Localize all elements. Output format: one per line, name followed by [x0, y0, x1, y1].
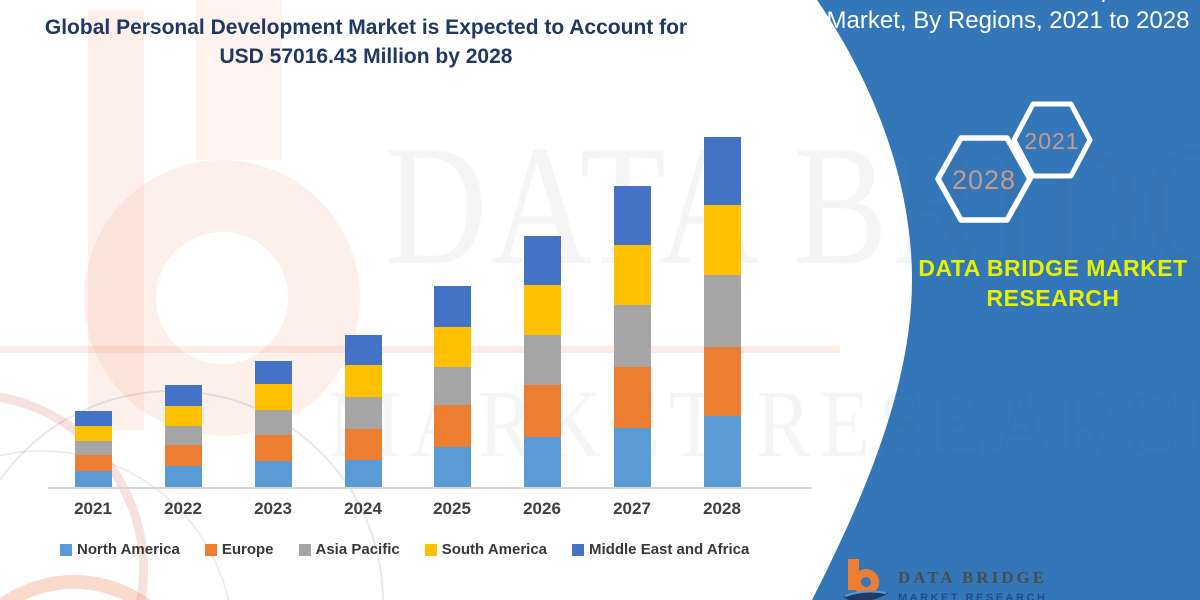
bar-segment-2022-asia-pacific: [164, 426, 202, 446]
bar-segment-2024-north-america: [344, 459, 382, 487]
side-panel-background: [812, 0, 1200, 600]
legend-item-north-america: North America: [60, 541, 180, 558]
legend-swatch-middle-east-and-africa: [572, 543, 585, 556]
footer-logo-name: DATA BRIDGE: [898, 568, 1048, 587]
bar-segment-2025-asia-pacific: [433, 366, 471, 406]
bar-segment-2023-north-america: [254, 461, 292, 487]
bar-segment-2026-middle-east-and-africa: [523, 235, 561, 285]
bar-segment-2023-middle-east-and-africa: [254, 360, 292, 384]
x-axis-label-2024: 2024: [344, 499, 382, 518]
bar-segment-2028-europe: [703, 346, 741, 416]
x-axis-label-2028: 2028: [703, 499, 741, 518]
bar-segment-2024-asia-pacific: [344, 396, 382, 429]
legend-label-north-america: North America: [77, 541, 180, 558]
bar-segment-2022-europe: [164, 445, 202, 467]
bar-segment-2025-north-america: [433, 446, 471, 487]
bar-segment-2027-south-america: [613, 245, 651, 306]
legend-item-europe: Europe: [204, 541, 274, 558]
page-title: Global Personal Development Market is Ex…: [22, 13, 710, 71]
bar-segment-2027-middle-east-and-africa: [613, 186, 651, 246]
bar-segment-2028-north-america: [703, 415, 741, 487]
bar-segment-2025-south-america: [433, 326, 471, 367]
page-title-line2: USD 57016.43 Million by 2028: [219, 45, 513, 68]
bar-segment-2023-asia-pacific: [254, 409, 292, 436]
bar-segment-2021-middle-east-and-africa: [74, 410, 112, 427]
bar-segment-2026-south-america: [523, 284, 561, 336]
x-axis-label-2027: 2027: [613, 499, 651, 518]
bar-segment-2028-middle-east-and-africa: [703, 137, 741, 206]
legend-swatch-south-america: [424, 543, 437, 556]
legend-label-south-america: South America: [441, 541, 548, 558]
brand-text-line2: RESEARCH: [986, 285, 1120, 311]
brand-text-line1: DATA BRIDGE MARKET: [918, 255, 1188, 281]
footer-logo-sub: MARKET RESEARCH: [898, 592, 1048, 600]
legend-item-asia-pacific: Asia Pacific: [298, 541, 400, 558]
bar-segment-2021-europe: [74, 455, 112, 471]
legend-label-asia-pacific: Asia Pacific: [315, 541, 400, 558]
data-bridge-logo-icon: [843, 559, 888, 600]
panel-title-line1-clipped: Global Personal Development: [822, 0, 1194, 5]
bar-segment-2023-south-america: [254, 383, 292, 410]
bar-segment-2027-north-america: [613, 427, 651, 487]
x-axis-line: [48, 487, 812, 489]
bar-segment-2024-europe: [344, 428, 382, 460]
legend-swatch-asia-pacific: [298, 543, 311, 556]
bar-segment-2021-north-america: [74, 470, 112, 487]
bar-segment-2022-north-america: [164, 466, 202, 487]
bar-segment-2027-europe: [613, 367, 651, 428]
x-axis-label-2021: 2021: [74, 499, 112, 518]
bar-segment-2025-middle-east-and-africa: [433, 285, 471, 327]
chart-legend: North America Europe Asia Pacific South Ame…: [60, 541, 749, 558]
bar-segment-2025-europe: [433, 405, 471, 447]
bar-segment-2028-south-america: [703, 205, 741, 276]
legend-item-middle-east-and-africa: Middle East and Africa: [572, 541, 749, 558]
page-title-line1: Global Personal Development Market is Ex…: [44, 16, 688, 39]
bar-segment-2024-middle-east-and-africa: [344, 335, 382, 366]
bar-segment-2021-asia-pacific: [74, 441, 112, 456]
watermark-stripe: [0, 346, 840, 353]
bar-segment-2026-north-america: [523, 436, 561, 487]
legend-label-middle-east-and-africa: Middle East and Africa: [589, 541, 750, 558]
legend-swatch-europe: [204, 543, 217, 556]
bar-segment-2027-asia-pacific: [613, 305, 651, 368]
legend-label-europe: Europe: [221, 541, 274, 558]
x-axis-label-2023: 2023: [254, 499, 292, 518]
brand-text: DATA BRIDGE MARKET RESEARCH: [882, 253, 1200, 313]
x-axis-label-2025: 2025: [433, 499, 471, 518]
bar-segment-2026-europe: [523, 385, 561, 437]
bar-segment-2021-south-america: [74, 426, 112, 442]
panel-title-line2: Market, By Regions, 2021 to 2028: [826, 7, 1190, 34]
bar-segment-2028-asia-pacific: [703, 275, 741, 347]
legend-swatch-north-america: [60, 543, 72, 556]
bar-segment-2022-middle-east-and-africa: [164, 384, 202, 407]
bar-segment-2024-south-america: [344, 365, 382, 397]
legend-item-south-america: South America: [424, 541, 548, 558]
x-axis-label-2022: 2022: [164, 499, 202, 518]
footer-logo: DATA BRIDGE MARKET RESEARCH: [843, 557, 1047, 600]
bar-segment-2022-south-america: [164, 406, 202, 427]
bar-segment-2026-asia-pacific: [523, 335, 561, 386]
x-axis-label-2026: 2026: [523, 499, 561, 518]
watermark-logo-b: [84, 0, 360, 436]
panel-title: Global Personal Development Market, By R…: [822, 0, 1194, 36]
bar-segment-2023-europe: [254, 435, 292, 462]
